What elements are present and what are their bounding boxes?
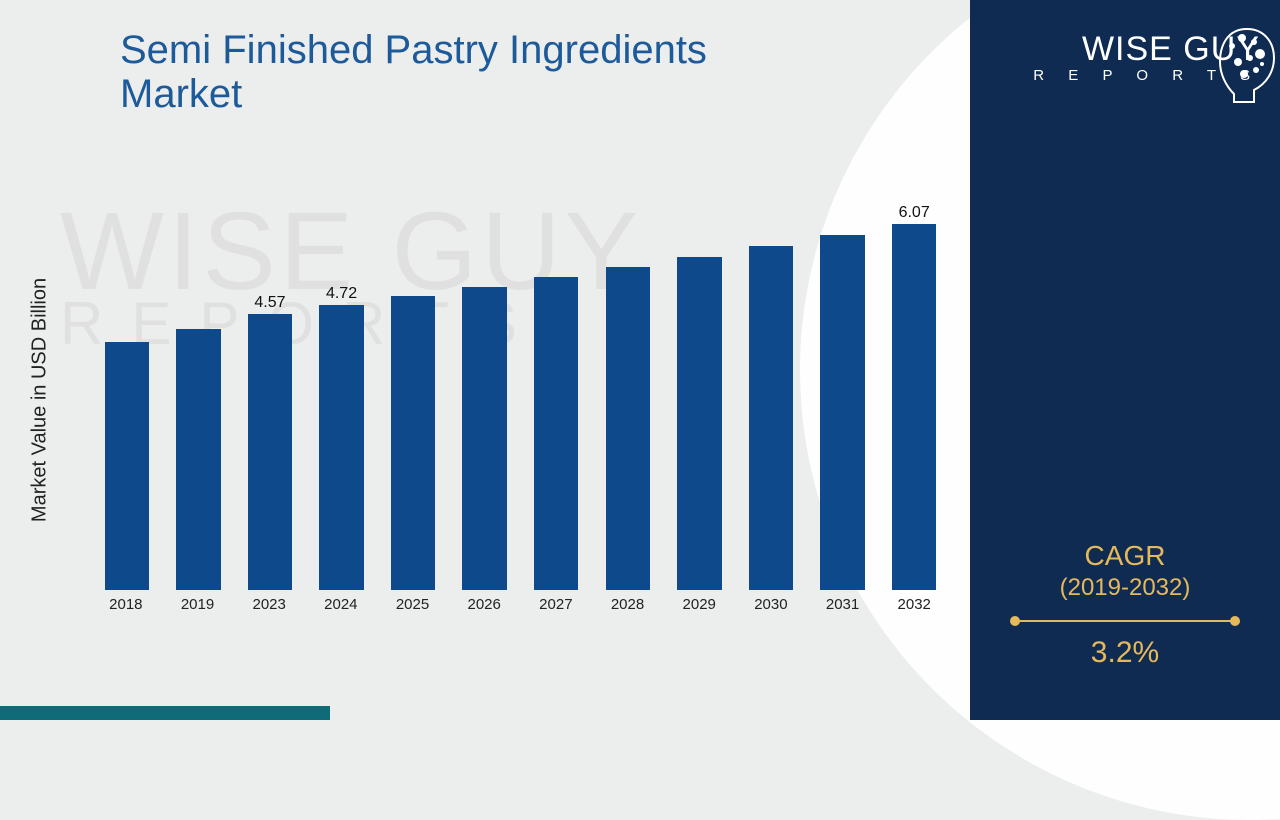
- cagr-label: CAGR: [970, 540, 1280, 572]
- bar-slot: [592, 180, 664, 590]
- chart-area: Market Value in USD Billion 4.574.726.07…: [50, 180, 950, 620]
- cagr-block: CAGR (2019-2032) 3.2%: [970, 540, 1280, 670]
- bar: [677, 257, 721, 590]
- x-tick: 2026: [448, 590, 520, 620]
- bottom-strip: [0, 706, 330, 720]
- bar-slot: [91, 180, 163, 590]
- x-tick: 2018: [90, 590, 162, 620]
- bar-slot: [377, 180, 449, 590]
- head-icon: [1212, 24, 1280, 104]
- bar-slot: 4.57: [234, 180, 306, 590]
- bar-slot: 4.72: [306, 180, 378, 590]
- bar: [391, 296, 435, 590]
- bar: [606, 267, 650, 590]
- bar-slot: [520, 180, 592, 590]
- page-root: WISE GUY REPORTS WISE GUY R E P O R T S: [0, 0, 1280, 720]
- right-panel: WISE GUY R E P O R T S CAGR (2019-2032) …: [970, 0, 1280, 720]
- x-tick: 2030: [735, 590, 807, 620]
- bar-slot: [807, 180, 879, 590]
- chart-title: Semi Finished Pastry Ingredients Market: [120, 28, 820, 116]
- bar: [105, 342, 149, 590]
- x-tick: 2025: [377, 590, 449, 620]
- bar: [820, 235, 864, 590]
- bar-slot: [735, 180, 807, 590]
- x-tick: 2027: [520, 590, 592, 620]
- bar-slot: 6.07: [878, 180, 950, 590]
- bar: [462, 287, 506, 590]
- x-tick: 2031: [807, 590, 879, 620]
- bar-container: 4.57 4.72 6.07: [91, 180, 950, 590]
- bar-slot: [664, 180, 736, 590]
- cagr-value: 3.2%: [970, 636, 1280, 670]
- bar: [534, 277, 578, 590]
- bar: [749, 246, 793, 590]
- cagr-divider: [1015, 620, 1235, 622]
- x-axis: 2018201920232024202520262027202820292030…: [90, 590, 950, 620]
- bar: [176, 329, 220, 590]
- y-axis-label: Market Value in USD Billion: [29, 278, 52, 522]
- x-tick: 2024: [305, 590, 377, 620]
- bar-value-label: 4.57: [254, 295, 285, 313]
- bar-value-label: 4.72: [326, 286, 357, 304]
- x-tick: 2032: [878, 590, 950, 620]
- plot: 4.57 4.72 6.07: [90, 180, 950, 590]
- bar-slot: [449, 180, 521, 590]
- bar-value-label: 6.07: [899, 204, 930, 222]
- cagr-range: (2019-2032): [970, 574, 1280, 602]
- x-tick: 2028: [592, 590, 664, 620]
- x-tick: 2019: [162, 590, 234, 620]
- x-tick: 2023: [233, 590, 305, 620]
- x-tick: 2029: [663, 590, 735, 620]
- bar-slot: [163, 180, 235, 590]
- bar: [248, 314, 292, 590]
- bar: [319, 305, 363, 590]
- bar: [892, 224, 936, 590]
